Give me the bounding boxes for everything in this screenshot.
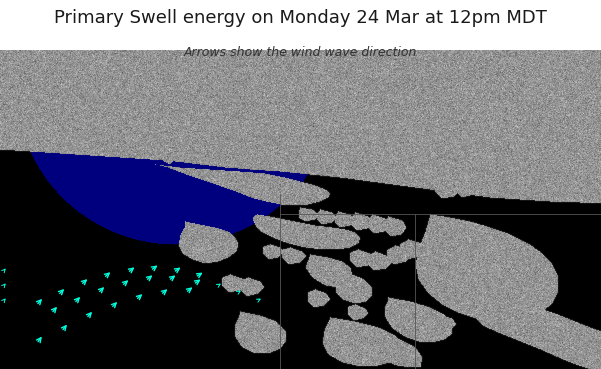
Text: Arrows show the wind wave direction: Arrows show the wind wave direction — [184, 46, 417, 59]
Text: Primary Swell energy on Monday 24 Mar at 12pm MDT: Primary Swell energy on Monday 24 Mar at… — [54, 9, 547, 27]
